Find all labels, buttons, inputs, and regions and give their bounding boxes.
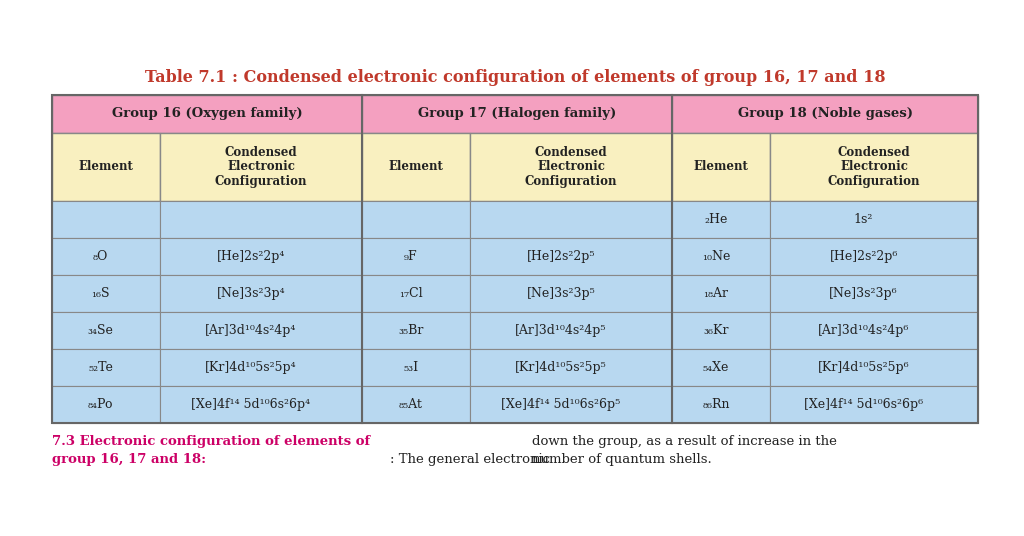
Text: ₃₄Se: ₃₄Se xyxy=(88,324,114,337)
Text: [Ar]3d¹⁰4s²4p⁵: [Ar]3d¹⁰4s²4p⁵ xyxy=(515,324,606,337)
Text: Group 17 (Halogen family): Group 17 (Halogen family) xyxy=(418,108,616,121)
Text: [Kr]4d¹⁰5s²5p⁴: [Kr]4d¹⁰5s²5p⁴ xyxy=(205,361,297,374)
Text: Element: Element xyxy=(79,160,133,174)
Text: [Ne]3s²3p⁵: [Ne]3s²3p⁵ xyxy=(526,287,595,300)
Bar xyxy=(52,312,160,349)
Text: [Kr]4d¹⁰5s²5p⁵: [Kr]4d¹⁰5s²5p⁵ xyxy=(515,361,607,374)
Text: ₈₄Po: ₈₄Po xyxy=(88,398,114,411)
Text: [Ar]3d¹⁰4s²4p⁶: [Ar]3d¹⁰4s²4p⁶ xyxy=(818,324,909,337)
Bar xyxy=(672,238,770,275)
Text: ₃₅Br: ₃₅Br xyxy=(398,324,423,337)
Text: [Ar]3d¹⁰4s²4p⁴: [Ar]3d¹⁰4s²4p⁴ xyxy=(205,324,297,337)
Bar xyxy=(160,275,362,312)
Bar xyxy=(770,386,978,423)
Text: ₃₆Kr: ₃₆Kr xyxy=(703,324,729,337)
Text: Table 7.1 : Condensed electronic configuration of elements of group 16, 17 and 1: Table 7.1 : Condensed electronic configu… xyxy=(144,70,886,86)
Text: Element: Element xyxy=(388,160,443,174)
Text: ₈O: ₈O xyxy=(93,250,109,263)
Bar xyxy=(52,238,160,275)
Text: [He]2s²2p⁶: [He]2s²2p⁶ xyxy=(829,250,898,263)
Text: Condensed
Electronic
Configuration: Condensed Electronic Configuration xyxy=(215,145,307,189)
Bar xyxy=(160,386,362,423)
Bar xyxy=(52,95,978,423)
Text: number of quantum shells.: number of quantum shells. xyxy=(532,453,712,466)
Bar xyxy=(362,275,470,312)
Bar xyxy=(770,133,978,201)
Bar xyxy=(470,201,672,238)
Text: ₂He: ₂He xyxy=(705,213,728,226)
Bar xyxy=(160,201,362,238)
Text: Element: Element xyxy=(693,160,749,174)
Bar xyxy=(470,275,672,312)
Text: ₈₅At: ₈₅At xyxy=(398,398,423,411)
Text: [Xe]4f¹⁴ 5d¹⁰6s²6p⁵: [Xe]4f¹⁴ 5d¹⁰6s²6p⁵ xyxy=(502,398,621,411)
Bar xyxy=(52,349,160,386)
Text: [Xe]4f¹⁴ 5d¹⁰6s²6p⁴: [Xe]4f¹⁴ 5d¹⁰6s²6p⁴ xyxy=(191,398,310,411)
Text: Group 18 (Noble gases): Group 18 (Noble gases) xyxy=(737,108,912,121)
Bar xyxy=(52,386,160,423)
Bar xyxy=(470,349,672,386)
Text: Condensed
Electronic
Configuration: Condensed Electronic Configuration xyxy=(827,145,921,189)
Bar xyxy=(470,238,672,275)
Text: ₈₆Rn: ₈₆Rn xyxy=(702,398,730,411)
Text: ₅₃I: ₅₃I xyxy=(403,361,418,374)
Bar xyxy=(362,201,470,238)
Text: ₅₄Xe: ₅₄Xe xyxy=(702,361,729,374)
Bar xyxy=(770,238,978,275)
Bar xyxy=(52,95,362,133)
Text: group 16, 17 and 18:: group 16, 17 and 18: xyxy=(52,453,211,466)
Bar xyxy=(672,275,770,312)
Text: : The general electronic: : The general electronic xyxy=(390,453,550,466)
Bar xyxy=(160,133,362,201)
Bar xyxy=(52,275,160,312)
Text: ₅₂Te: ₅₂Te xyxy=(88,361,113,374)
Text: ₉F: ₉F xyxy=(403,250,418,263)
Text: [He]2s²2p⁵: [He]2s²2p⁵ xyxy=(526,250,595,263)
Bar xyxy=(770,312,978,349)
Bar xyxy=(160,349,362,386)
Bar xyxy=(470,312,672,349)
Text: [Ne]3s²3p⁴: [Ne]3s²3p⁴ xyxy=(217,287,286,300)
Text: down the group, as a result of increase in the: down the group, as a result of increase … xyxy=(532,435,837,448)
Bar xyxy=(160,238,362,275)
Text: Condensed
Electronic
Configuration: Condensed Electronic Configuration xyxy=(524,145,617,189)
Bar xyxy=(470,133,672,201)
Text: ₁₆S: ₁₆S xyxy=(91,287,110,300)
Text: [Kr]4d¹⁰5s²5p⁶: [Kr]4d¹⁰5s²5p⁶ xyxy=(818,361,909,374)
Text: 1s²: 1s² xyxy=(854,213,873,226)
Text: ₁₇Cl: ₁₇Cl xyxy=(398,287,423,300)
Bar xyxy=(52,201,160,238)
Text: ₁₀Ne: ₁₀Ne xyxy=(701,250,730,263)
Bar xyxy=(672,95,978,133)
Bar xyxy=(672,201,770,238)
Bar xyxy=(770,201,978,238)
Text: 7.3 Electronic configuration of elements of: 7.3 Electronic configuration of elements… xyxy=(52,435,370,448)
Bar xyxy=(362,386,470,423)
Text: [Xe]4f¹⁴ 5d¹⁰6s²6p⁶: [Xe]4f¹⁴ 5d¹⁰6s²6p⁶ xyxy=(804,398,924,411)
Bar xyxy=(362,349,470,386)
Bar xyxy=(770,349,978,386)
Bar xyxy=(672,386,770,423)
Bar xyxy=(160,312,362,349)
Text: [Ne]3s²3p⁶: [Ne]3s²3p⁶ xyxy=(829,287,898,300)
Bar xyxy=(770,275,978,312)
Text: Group 16 (Oxygen family): Group 16 (Oxygen family) xyxy=(112,108,302,121)
Text: ₁₈Ar: ₁₈Ar xyxy=(703,287,729,300)
Bar xyxy=(362,238,470,275)
Bar xyxy=(362,133,470,201)
Bar xyxy=(52,133,160,201)
Bar xyxy=(362,312,470,349)
Bar xyxy=(672,133,770,201)
Bar xyxy=(672,349,770,386)
Bar xyxy=(362,95,672,133)
Text: [He]2s²2p⁴: [He]2s²2p⁴ xyxy=(217,250,285,263)
Bar xyxy=(672,312,770,349)
Bar xyxy=(470,386,672,423)
